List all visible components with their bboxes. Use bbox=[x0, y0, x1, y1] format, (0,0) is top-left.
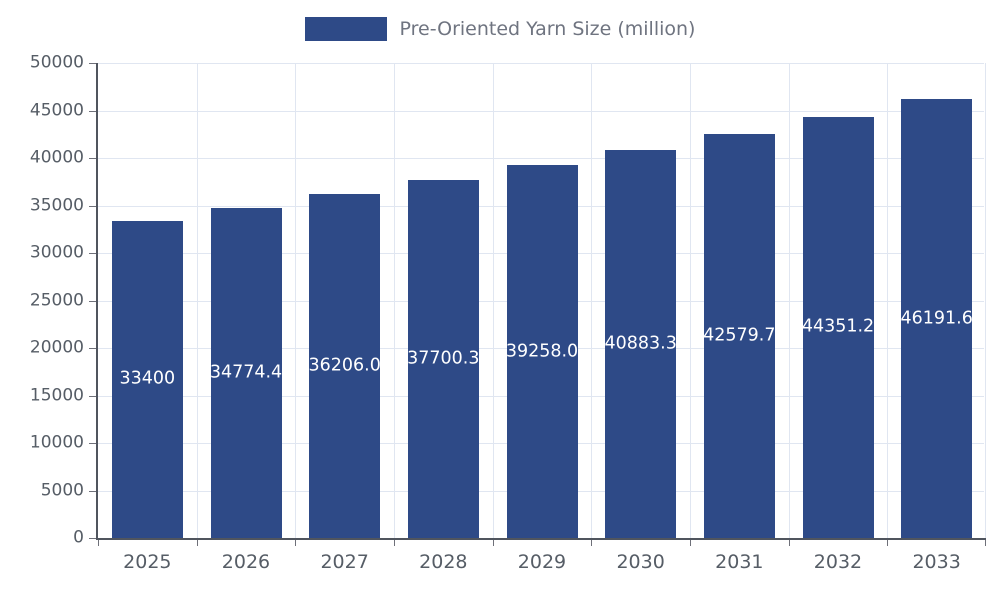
x-tick-label: 2032 bbox=[813, 551, 863, 573]
y-tick-label: 25000 bbox=[29, 290, 84, 310]
bar-value-label: 46191.6 bbox=[900, 308, 973, 329]
bar-value-label: 39258.0 bbox=[505, 341, 579, 362]
y-tick-label: 40000 bbox=[29, 147, 84, 168]
bar-value-label: 37700.3 bbox=[407, 348, 480, 369]
y-tick-label: 50000 bbox=[29, 52, 84, 73]
y-axis-tick bbox=[89, 538, 96, 539]
y-tick-label: 30000 bbox=[29, 242, 84, 263]
y-axis-tick bbox=[89, 110, 96, 112]
x-tick-label: 2031 bbox=[715, 551, 764, 573]
bar bbox=[506, 165, 578, 538]
bar bbox=[210, 207, 282, 538]
gridline-vertical bbox=[196, 63, 198, 538]
y-tick-label: 45000 bbox=[29, 100, 84, 120]
gridline-vertical bbox=[295, 63, 297, 538]
plot-area: 0 5000 10000 15000 20000 25000 30000 35000 40000… bbox=[30, 54, 986, 572]
x-axis-tick bbox=[887, 540, 889, 546]
y-tick-label: 35000 bbox=[29, 195, 84, 215]
gridline-vertical bbox=[394, 63, 395, 538]
bar bbox=[111, 220, 183, 538]
bar bbox=[703, 133, 775, 538]
y-axis-tick bbox=[89, 253, 96, 254]
legend-label: Pre-Oriented Yarn Size (million) bbox=[399, 18, 696, 40]
legend[interactable]: Pre-Oriented Yarn Size (million) bbox=[0, 17, 1000, 41]
bar-value-label: 42579.7 bbox=[703, 325, 776, 346]
gridline-vertical bbox=[492, 63, 494, 538]
bar bbox=[802, 116, 874, 538]
bar bbox=[901, 99, 973, 538]
x-axis-tick bbox=[591, 540, 593, 546]
bar-value-label: 36206.0 bbox=[308, 355, 381, 376]
x-axis-tick bbox=[492, 540, 494, 546]
x-tick-label: 2028 bbox=[419, 551, 468, 573]
gridline-vertical bbox=[591, 63, 593, 538]
gridline-vertical bbox=[887, 63, 889, 538]
x-axis-tick bbox=[196, 540, 198, 546]
gridline-vertical bbox=[985, 63, 986, 538]
x-tick-label: 2025 bbox=[123, 551, 172, 573]
y-tick-label: 0 bbox=[73, 527, 84, 548]
gridline-vertical bbox=[690, 63, 691, 538]
x-axis-tick bbox=[690, 540, 691, 546]
bar bbox=[605, 149, 677, 538]
x-axis-tick bbox=[985, 540, 986, 546]
bar-value-label: 33400 bbox=[119, 368, 176, 389]
bar bbox=[407, 179, 479, 538]
y-axis-tick bbox=[89, 348, 96, 349]
x-tick-label: 2033 bbox=[912, 551, 961, 573]
y-tick-label: 10000 bbox=[29, 432, 84, 453]
y-tick-label: 20000 bbox=[29, 337, 84, 358]
x-tick-label: 2027 bbox=[320, 551, 369, 573]
bar-value-label: 34774.4 bbox=[209, 362, 283, 383]
y-axis-tick bbox=[89, 490, 96, 492]
y-axis-line bbox=[96, 63, 98, 540]
x-tick-label: 2026 bbox=[221, 551, 271, 573]
x-axis-line bbox=[96, 538, 986, 540]
x-tick-label: 2029 bbox=[517, 551, 567, 573]
legend-swatch bbox=[304, 17, 387, 41]
y-tick-label: 15000 bbox=[29, 385, 84, 405]
bar-value-label: 44351.2 bbox=[801, 316, 875, 337]
y-axis-tick bbox=[89, 395, 96, 397]
bar-value-label: 40883.3 bbox=[604, 333, 677, 354]
y-axis-tick bbox=[89, 63, 96, 64]
gridline-horizontal bbox=[98, 110, 984, 112]
y-axis-tick bbox=[89, 443, 96, 444]
x-axis-tick bbox=[98, 540, 99, 546]
x-tick-label: 2030 bbox=[616, 551, 665, 573]
gridline-horizontal bbox=[98, 158, 984, 159]
y-axis-tick bbox=[89, 300, 96, 302]
y-axis-tick bbox=[89, 158, 96, 159]
bar bbox=[309, 194, 381, 538]
x-axis-tick bbox=[394, 540, 395, 546]
gridline-vertical bbox=[788, 63, 790, 538]
y-tick-label: 5000 bbox=[40, 480, 84, 500]
gridline-horizontal bbox=[98, 63, 984, 64]
x-axis-tick bbox=[788, 540, 790, 546]
x-axis-tick bbox=[295, 540, 297, 546]
y-axis-tick bbox=[89, 205, 96, 207]
